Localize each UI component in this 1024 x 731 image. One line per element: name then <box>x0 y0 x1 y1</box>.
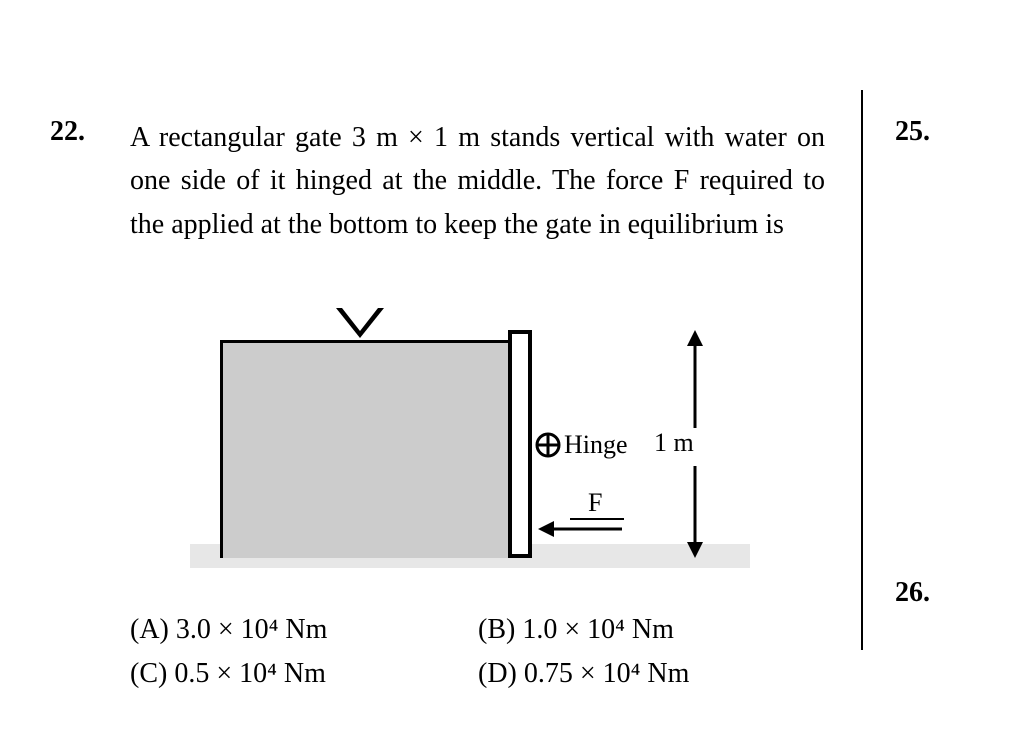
water-border-left <box>220 340 223 558</box>
column-divider <box>861 90 863 650</box>
right-q26: 26. <box>895 577 930 609</box>
option-c: (C) 0.5 × 10⁴ Nm <box>130 658 326 690</box>
surface-triangle-inner <box>342 308 378 331</box>
dimension-label: 1 m <box>650 428 698 458</box>
right-q25: 25. <box>895 116 930 148</box>
hinge-label: Hinge <box>564 430 628 460</box>
gate-inner <box>512 334 528 554</box>
page: 22. A rectangular gate 3 m × 1 m stands … <box>0 0 1024 731</box>
option-d: (D) 0.75 × 10⁴ Nm <box>478 658 689 690</box>
question-text: A rectangular gate 3 m × 1 m stands vert… <box>130 116 825 246</box>
option-a: (A) 3.0 × 10⁴ Nm <box>130 614 327 646</box>
question-number: 22. <box>50 116 85 148</box>
water-block <box>220 340 510 558</box>
force-label: F <box>588 488 602 518</box>
water-border-top <box>220 340 510 343</box>
hinge-icon <box>534 431 562 459</box>
force-label-underline <box>570 518 624 520</box>
option-b: (B) 1.0 × 10⁴ Nm <box>478 614 674 646</box>
gate-diagram: Hinge 1 m F <box>190 300 750 580</box>
